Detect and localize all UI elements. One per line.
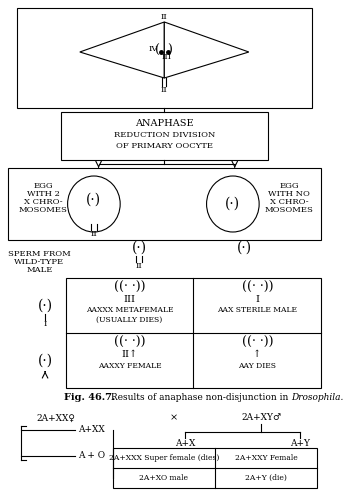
- Text: AAXXY FEMALE: AAXXY FEMALE: [98, 362, 161, 369]
- Text: MALE: MALE: [26, 266, 52, 274]
- Text: Drosophila.: Drosophila.: [291, 394, 343, 402]
- Text: X CHRO-: X CHRO-: [24, 198, 63, 206]
- Text: AAY DIES: AAY DIES: [238, 362, 276, 369]
- Text: A+X: A+X: [175, 438, 195, 448]
- Bar: [66, 278, 321, 388]
- Text: Fig. 46.7.: Fig. 46.7.: [64, 394, 115, 402]
- Text: 2A+XX♀: 2A+XX♀: [37, 413, 76, 423]
- Text: (  ): ( ): [155, 43, 173, 57]
- Bar: [7, 168, 321, 240]
- Text: (·): (·): [131, 241, 147, 255]
- Circle shape: [206, 176, 259, 232]
- Text: II: II: [161, 13, 168, 21]
- Text: (·): (·): [37, 353, 52, 368]
- Text: ↑: ↑: [253, 350, 261, 359]
- Text: 2A+XXX Super female (dies): 2A+XXX Super female (dies): [108, 454, 219, 462]
- Text: ((· ·)): ((· ·)): [241, 281, 273, 294]
- Text: ((· ·)): ((· ·)): [241, 336, 273, 349]
- Text: X CHRO-: X CHRO-: [270, 198, 308, 206]
- Bar: [113, 448, 317, 488]
- Text: OF PRIMARY OOCYTE: OF PRIMARY OOCYTE: [116, 142, 213, 150]
- Text: MOSOMES: MOSOMES: [265, 206, 314, 214]
- Text: III: III: [161, 53, 171, 61]
- Text: I: I: [43, 319, 47, 328]
- Text: III: III: [124, 295, 135, 304]
- Text: A+Y: A+Y: [290, 438, 310, 448]
- Text: A+XX: A+XX: [78, 426, 105, 434]
- Text: (·): (·): [237, 241, 252, 255]
- Text: EGG: EGG: [33, 182, 53, 190]
- Text: (·): (·): [225, 197, 240, 211]
- Text: 2A+XXY Female: 2A+XXY Female: [235, 454, 298, 462]
- Text: SPERM FROM: SPERM FROM: [8, 250, 71, 258]
- Text: I: I: [255, 295, 259, 304]
- Text: 2A+XO male: 2A+XO male: [139, 474, 188, 482]
- Text: II: II: [91, 230, 97, 238]
- Text: A + O: A + O: [78, 452, 105, 461]
- Text: IV: IV: [148, 45, 158, 53]
- Text: Results of anaphase non-disjunction in: Results of anaphase non-disjunction in: [108, 394, 291, 402]
- Text: AAX STERILE MALE: AAX STERILE MALE: [217, 307, 297, 314]
- Text: EGG: EGG: [279, 182, 299, 190]
- Text: (·): (·): [37, 299, 52, 312]
- Text: ((· ·)): ((· ·)): [114, 336, 145, 349]
- Text: 2A+Y (die): 2A+Y (die): [245, 474, 287, 482]
- Text: WITH 2: WITH 2: [27, 190, 60, 198]
- Text: II: II: [161, 86, 168, 94]
- Text: 2A+XY♂: 2A+XY♂: [241, 413, 281, 423]
- Text: II: II: [135, 262, 142, 270]
- Text: REDUCTION DIVISION: REDUCTION DIVISION: [114, 131, 215, 139]
- Text: (USUALLY DIES): (USUALLY DIES): [97, 315, 163, 324]
- Text: (·): (·): [86, 193, 102, 207]
- Text: ((· ·)): ((· ·)): [114, 281, 145, 294]
- Text: WITH NO: WITH NO: [268, 190, 310, 198]
- Circle shape: [68, 176, 120, 232]
- Text: ×: ×: [170, 413, 178, 423]
- Bar: [17, 8, 312, 108]
- Polygon shape: [80, 22, 164, 78]
- Text: II↑: II↑: [121, 350, 138, 359]
- Text: WILD-TYPE: WILD-TYPE: [14, 258, 64, 266]
- Text: AAXXX METAFEMALE: AAXXX METAFEMALE: [86, 307, 173, 314]
- Bar: [61, 112, 268, 160]
- Polygon shape: [164, 22, 249, 78]
- Text: ANAPHASE: ANAPHASE: [135, 120, 194, 128]
- Text: MOSOMES: MOSOMES: [19, 206, 68, 214]
